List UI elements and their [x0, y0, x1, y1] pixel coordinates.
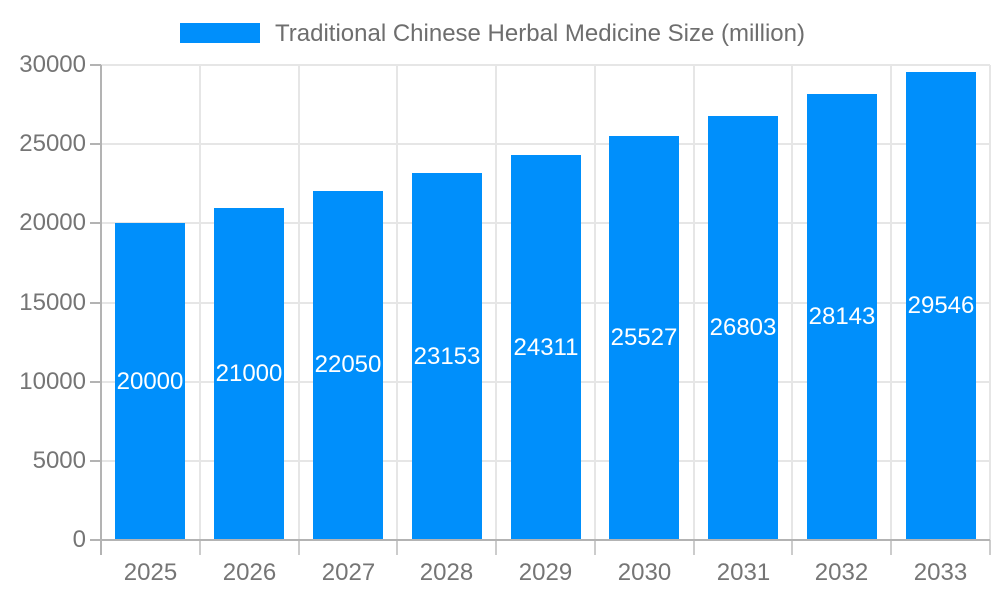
- bar-value-label: 24311: [513, 334, 579, 361]
- x-tick-label: 2031: [716, 559, 771, 586]
- bar: [511, 155, 581, 540]
- y-tick: [90, 64, 101, 66]
- x-gridline: [594, 65, 596, 540]
- x-gridline: [298, 65, 300, 540]
- y-tick-label: 0: [72, 526, 86, 553]
- x-tick: [989, 540, 991, 555]
- x-tick: [298, 540, 300, 555]
- y-tick: [90, 222, 101, 224]
- x-tick-label: 2030: [617, 559, 672, 586]
- x-tick-label: 2026: [222, 559, 277, 586]
- bar: [115, 223, 185, 540]
- x-gridline: [495, 65, 497, 540]
- bar: [807, 94, 877, 540]
- x-gridline: [791, 65, 793, 540]
- x-tick-label: 2028: [419, 559, 474, 586]
- legend-label: Traditional Chinese Herbal Medicine Size…: [275, 20, 805, 47]
- y-tick: [90, 302, 101, 304]
- x-tick-label: 2029: [518, 559, 573, 586]
- x-gridline: [989, 65, 991, 540]
- x-tick: [396, 540, 398, 555]
- bar-value-label: 28143: [808, 303, 876, 330]
- bar: [609, 136, 679, 540]
- y-tick: [90, 381, 101, 383]
- bar-value-label: 23153: [413, 343, 481, 370]
- bar: [906, 72, 976, 540]
- x-gridline: [396, 65, 398, 540]
- y-tick-label: 5000: [32, 447, 86, 474]
- y-tick-label: 15000: [19, 289, 86, 316]
- x-axis-baseline: [100, 539, 990, 541]
- bar: [412, 173, 482, 540]
- y-tick: [90, 143, 101, 145]
- bar-value-label: 21000: [215, 360, 283, 387]
- y-tick: [90, 460, 101, 462]
- x-tick: [693, 540, 695, 555]
- bar-value-label: 29546: [907, 292, 975, 319]
- x-tick: [594, 540, 596, 555]
- x-tick: [791, 540, 793, 555]
- x-gridline: [693, 65, 695, 540]
- x-tick: [199, 540, 201, 555]
- legend: Traditional Chinese Herbal Medicine Size…: [0, 0, 1000, 60]
- x-tick: [495, 540, 497, 555]
- y-axis-line: [100, 65, 102, 555]
- x-tick-label: 2033: [913, 559, 968, 586]
- gridline: [101, 143, 990, 145]
- bar: [708, 116, 778, 540]
- bar-value-label: 26803: [709, 314, 777, 341]
- y-tick-label: 30000: [19, 51, 86, 78]
- x-gridline: [890, 65, 892, 540]
- x-tick-label: 2027: [321, 559, 376, 586]
- y-tick: [90, 539, 101, 541]
- x-gridline: [199, 65, 201, 540]
- y-tick-label: 20000: [19, 209, 86, 236]
- x-tick-label: 2032: [814, 559, 869, 586]
- bar-value-label: 22050: [314, 351, 382, 378]
- legend-swatch: [180, 23, 260, 43]
- y-tick-label: 25000: [19, 130, 86, 157]
- bar: [214, 208, 284, 541]
- bar-value-label: 25527: [610, 324, 678, 351]
- bar: [313, 191, 383, 540]
- gridline: [101, 64, 990, 66]
- bar-value-label: 20000: [116, 368, 184, 395]
- y-tick-label: 10000: [19, 368, 86, 395]
- x-tick-label: 2025: [123, 559, 178, 586]
- x-tick: [890, 540, 892, 555]
